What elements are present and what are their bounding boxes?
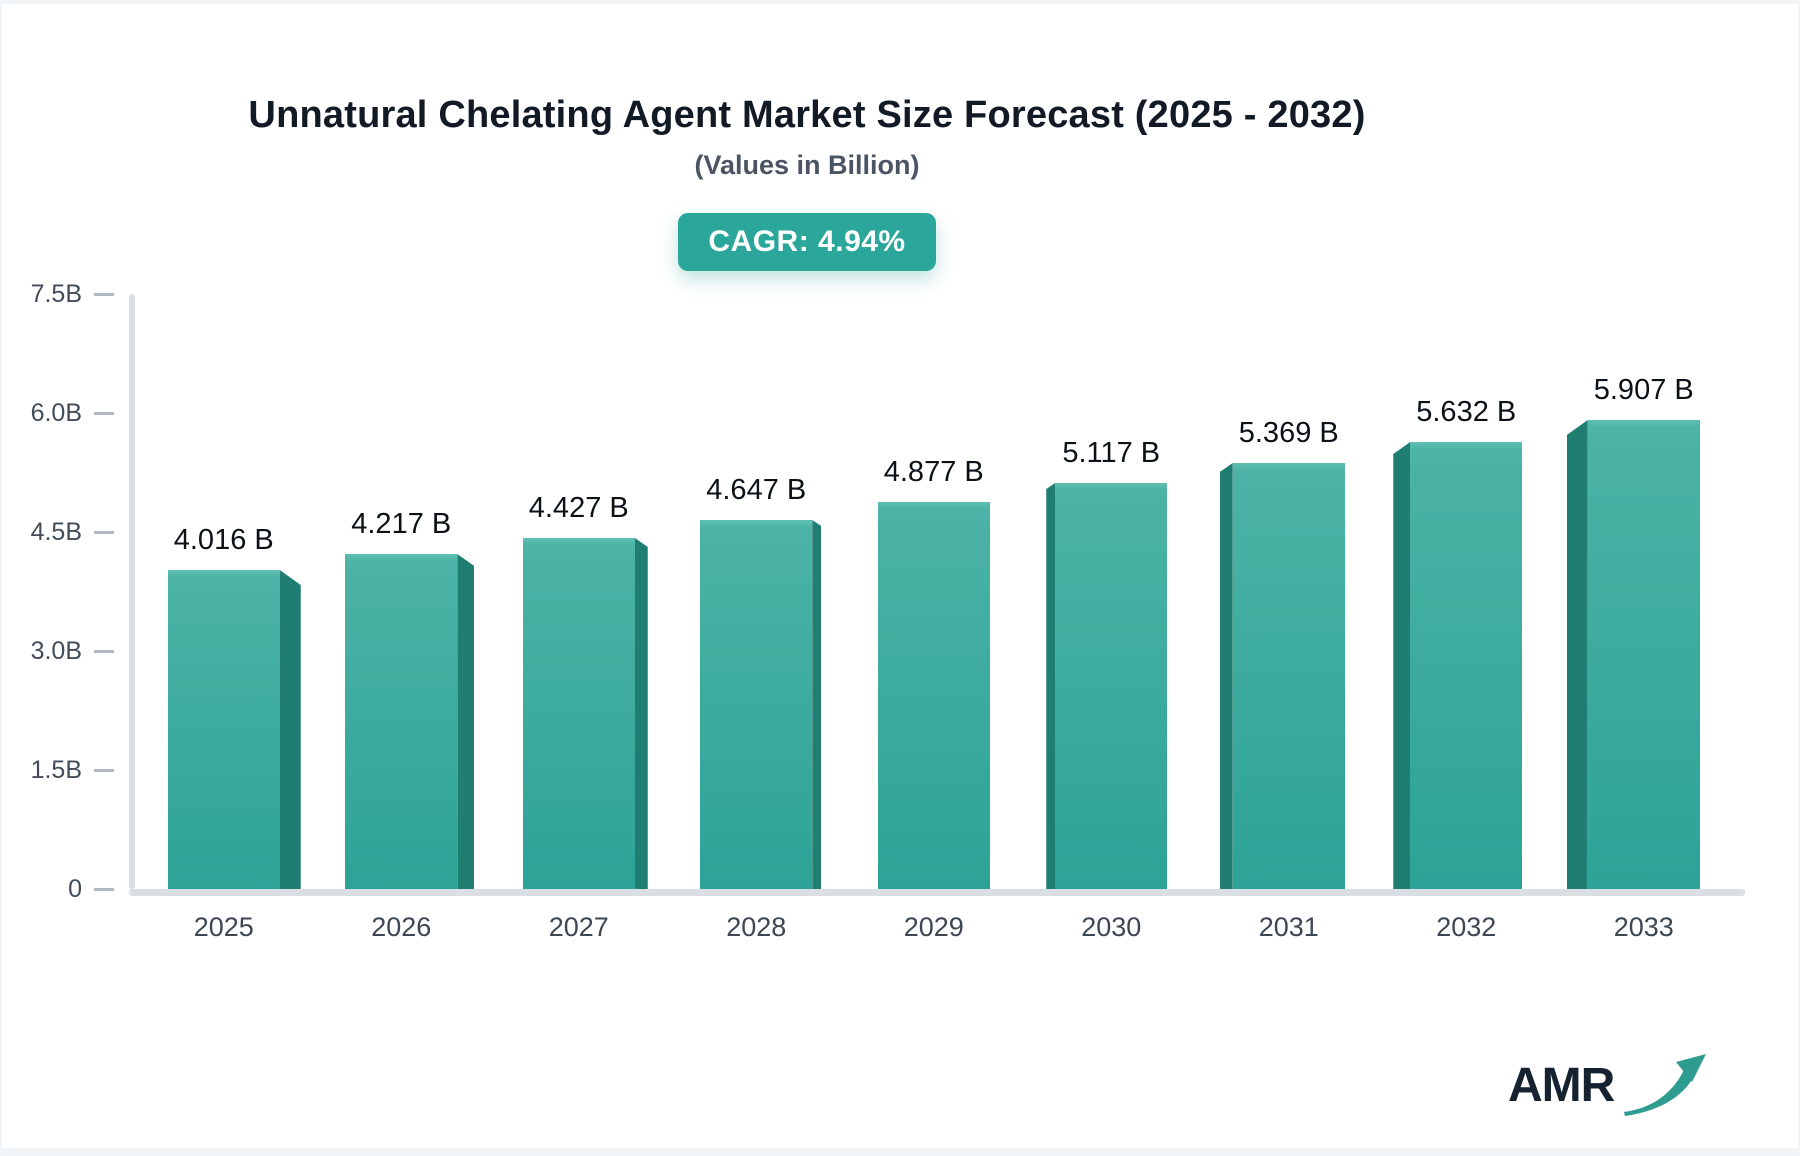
y-tick-mark xyxy=(94,650,114,653)
bar-3d-side-2028 xyxy=(812,520,822,889)
bar-value-label: 4.217 B xyxy=(351,508,452,540)
amr-logo-text: AMR xyxy=(1508,1059,1615,1112)
y-tick-mark xyxy=(94,531,114,534)
x-axis-label-2025: 2025 xyxy=(193,912,254,942)
bar-2030 xyxy=(1055,483,1168,889)
y-tick-mark xyxy=(94,412,114,415)
bar-3d-side-2033 xyxy=(1566,420,1588,889)
bar-value-label: 4.647 B xyxy=(706,474,807,506)
bar-2032 xyxy=(1410,442,1523,889)
y-tick-label: 1.5B xyxy=(30,756,82,784)
x-axis-label-2028: 2028 xyxy=(726,912,787,942)
bar-2031 xyxy=(1232,463,1345,889)
bar-3d-side-2032 xyxy=(1393,442,1411,889)
bar-value-label: 5.369 B xyxy=(1238,417,1339,449)
y-axis-line xyxy=(129,294,135,889)
chart-header: Unnatural Chelating Agent Market Size Fo… xyxy=(2,94,1612,271)
amr-logo: AMR xyxy=(1508,1048,1708,1120)
bar-2025 xyxy=(167,570,280,889)
x-axis-label-2026: 2026 xyxy=(371,912,432,942)
chart-subtitle: (Values in Billion) xyxy=(694,150,920,180)
y-tick-mark xyxy=(94,769,114,772)
bar-3d-side-2030 xyxy=(1046,483,1056,889)
y-tick-label: 6.0B xyxy=(30,399,82,427)
bar-value-label: 5.907 B xyxy=(1593,374,1694,406)
chart-card: Unnatural Chelating Agent Market Size Fo… xyxy=(2,4,1798,1148)
y-tick-label: 0 xyxy=(68,875,82,903)
x-axis-label-2029: 2029 xyxy=(903,912,964,942)
bar-value-label: 4.016 B xyxy=(173,524,274,556)
bar-value-label: 5.117 B xyxy=(1062,437,1161,469)
bar-2029 xyxy=(877,502,990,889)
cagr-badge: CAGR: 4.94% xyxy=(678,213,936,271)
y-tick-mark xyxy=(94,888,114,891)
bar-2027 xyxy=(522,538,635,889)
chart-title: Unnatural Chelating Agent Market Size Fo… xyxy=(248,94,1366,136)
x-axis-label-2030: 2030 xyxy=(1081,912,1142,942)
x-axis-label-2032: 2032 xyxy=(1436,912,1497,942)
x-axis-label-2027: 2027 xyxy=(548,912,609,942)
growth-arrow-icon xyxy=(1624,1054,1706,1116)
y-tick-mark xyxy=(94,293,114,296)
bar-3d-side-2025 xyxy=(279,570,301,889)
bar-value-label: 4.427 B xyxy=(528,492,629,524)
bar-2026 xyxy=(345,554,458,889)
x-axis-label-2033: 2033 xyxy=(1613,912,1674,942)
bar-3d-side-2026 xyxy=(457,554,475,889)
y-tick-label: 7.5B xyxy=(30,280,82,308)
bar-value-label: 4.877 B xyxy=(883,456,984,488)
x-axis-label-2031: 2031 xyxy=(1258,912,1319,942)
bar-3d-side-2027 xyxy=(634,538,648,889)
bar-2033 xyxy=(1587,420,1700,889)
x-axis-baseline xyxy=(129,889,1745,896)
bar-value-label: 5.632 B xyxy=(1416,396,1517,428)
bar-2028 xyxy=(700,520,813,889)
bar-3d-side-2031 xyxy=(1219,463,1233,889)
y-tick-label: 4.5B xyxy=(30,518,82,546)
y-tick-label: 3.0B xyxy=(30,637,82,665)
